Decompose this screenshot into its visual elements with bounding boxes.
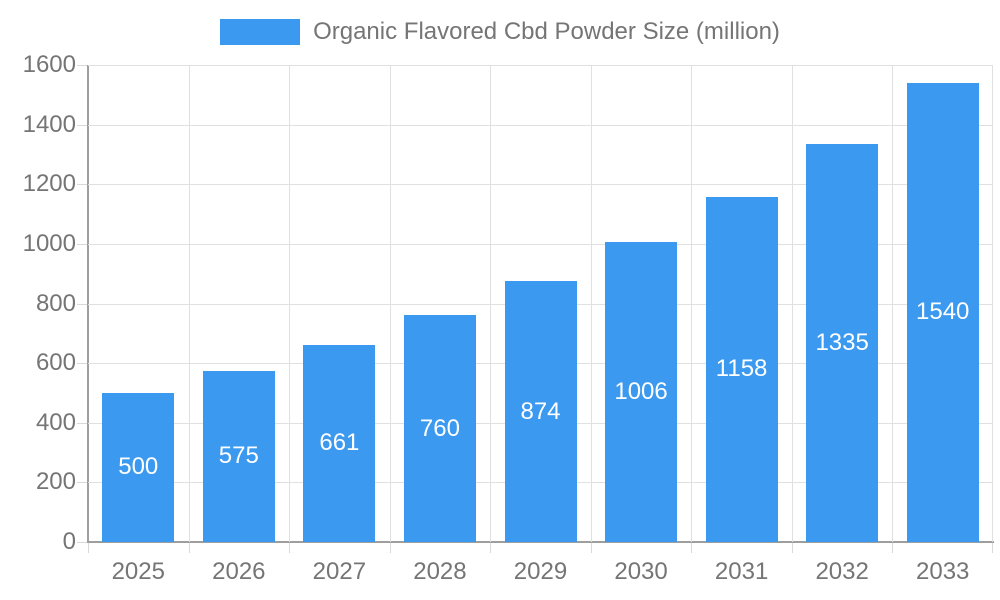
x-axis-tick [490,543,492,553]
x-axis-tick [691,543,693,553]
x-axis-tick-label: 2029 [513,558,568,585]
x-axis-tick [389,543,391,553]
x-axis-tick-label: 2032 [815,558,869,585]
bar-2028: 760 [403,315,476,542]
y-axis-tick [77,482,87,484]
v-gridline [590,65,592,542]
bar-value-label: 1006 [614,378,668,406]
v-gridline [188,65,190,542]
bar-value-label: 1540 [916,298,970,326]
x-axis-tick-label: 2027 [312,558,367,585]
v-gridline [992,65,993,542]
legend-swatch [220,19,301,45]
v-gridline [691,65,693,542]
plot-area: 500 575 661 760 874 1006 1158 1335 1540 [88,65,993,542]
x-axis-tick [992,543,993,553]
bar-value-label: 1335 [815,329,869,356]
h-gridline [88,124,993,126]
legend: Organic Flavored Cbd Powder Size (millio… [0,18,1000,46]
x-axis-tick-label: 2026 [212,558,266,585]
y-axis-tick-label: 200 [35,468,76,496]
y-axis-tick-label: 0 [62,528,76,555]
x-axis-tick-label: 2033 [916,558,970,585]
v-gridline [289,65,291,542]
bar-value-label: 575 [218,442,259,470]
y-axis-tick [77,363,87,365]
y-axis-tick [77,243,87,245]
y-axis-tick [77,124,87,126]
y-axis-tick-label: 600 [35,349,76,377]
bar-2025: 500 [102,392,175,542]
bar-value-label: 1158 [715,355,768,383]
y-axis-tick-label: 1600 [22,51,76,78]
x-axis-tick [289,543,291,553]
bar-2029: 874 [504,281,577,542]
bar-value-label: 661 [319,429,360,457]
y-axis-tick-label: 1200 [22,170,76,198]
v-gridline [791,65,793,542]
x-axis-tick-label: 2028 [413,558,467,585]
x-axis-tick-label: 2031 [714,558,769,585]
h-gridline [88,65,993,66]
bar-2032: 1335 [806,144,879,542]
x-axis-tick [88,543,89,553]
x-axis-tick [590,543,592,553]
bar-value-label: 760 [419,414,460,442]
x-axis-tick-label: 2025 [111,558,165,585]
y-axis-tick-label: 400 [35,408,76,436]
v-gridline [892,65,894,542]
y-axis-tick-label: 1000 [22,229,76,257]
bar-2030: 1006 [605,242,678,542]
h-gridline [88,243,993,245]
y-axis-tick-label: 1400 [22,110,76,138]
x-axis-tick [791,543,793,553]
h-gridline [88,184,993,186]
y-axis-tick [77,542,87,543]
y-axis-tick [77,184,87,186]
y-axis-tick [77,303,87,305]
bar-2027: 661 [303,344,376,542]
x-axis-line [87,541,994,543]
x-axis-tick [188,543,190,553]
x-axis-tick [892,543,894,553]
y-axis-tick [77,422,87,424]
y-axis-tick-label: 800 [35,289,76,317]
x-axis-tick-label: 2030 [614,558,668,585]
bar-2031: 1158 [705,196,778,542]
bar-2026: 575 [202,370,275,542]
bar-2033: 1540 [906,82,979,542]
y-axis-tick [77,65,87,66]
v-gridline [490,65,492,542]
v-gridline [389,65,391,542]
bar-value-label: 500 [118,453,159,481]
bar-value-label: 874 [520,397,561,425]
legend-label: Organic Flavored Cbd Powder Size (millio… [313,18,780,45]
